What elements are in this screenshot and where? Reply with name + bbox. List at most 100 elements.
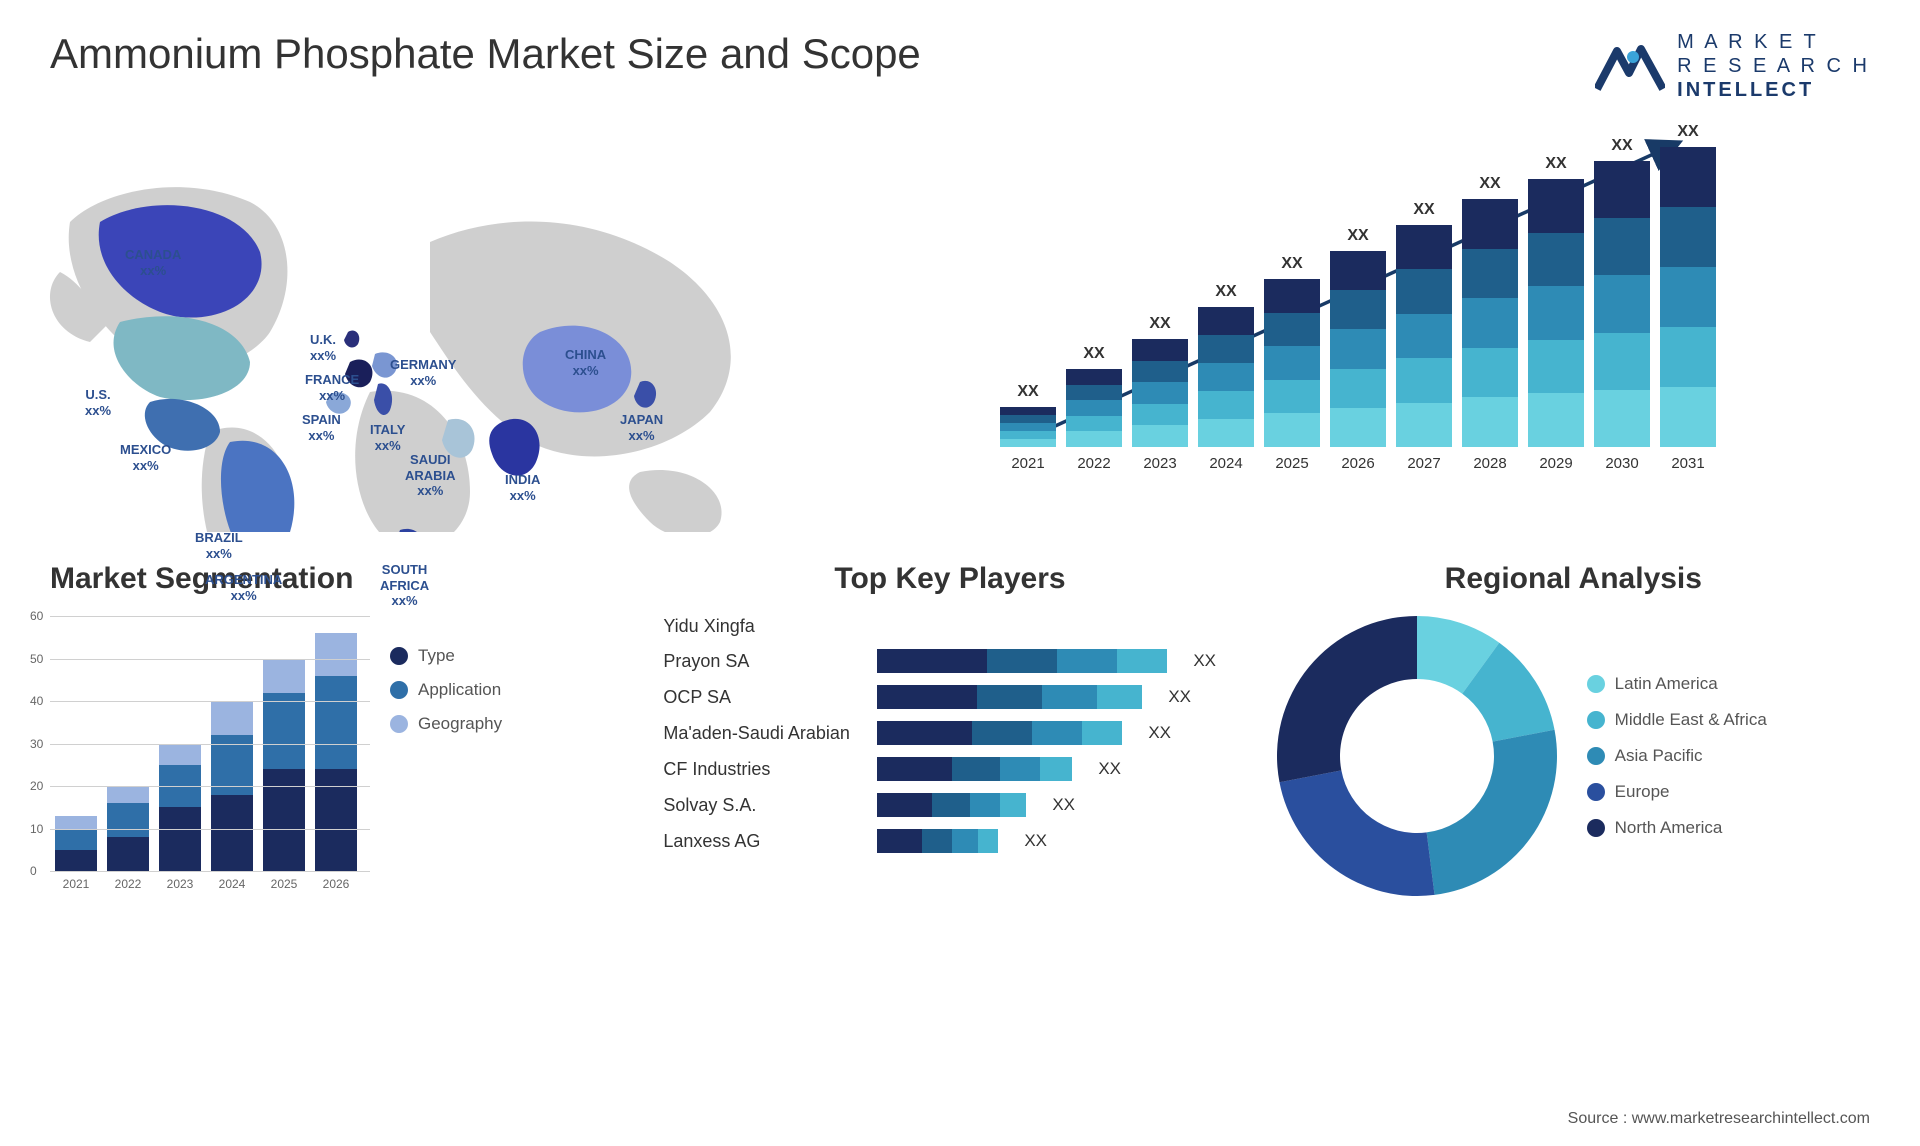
growth-bar: XX2025 <box>1264 255 1320 472</box>
legend-dot-icon <box>390 715 408 733</box>
legend-item: Geography <box>390 714 502 734</box>
legend-label: Middle East & Africa <box>1615 710 1767 730</box>
legend-dot-icon <box>390 681 408 699</box>
brand-logo: M A R K E T R E S E A R C H INTELLECT <box>1595 30 1870 102</box>
player-value: XX <box>1148 723 1171 743</box>
legend-item: Middle East & Africa <box>1587 710 1767 730</box>
player-row: Lanxess AG XX <box>663 829 1246 853</box>
player-row: OCP SA XX <box>663 685 1246 709</box>
legend-dot-icon <box>1587 675 1605 693</box>
key-players-panel: Top Key Players Yidu XingfaPrayon SAXXOC… <box>653 562 1246 916</box>
legend-dot-icon <box>1587 783 1605 801</box>
growth-bar: XX2022 <box>1066 345 1122 472</box>
growth-bar: XX2026 <box>1330 227 1386 472</box>
source-attribution: Source : www.marketresearchintellect.com <box>1568 1110 1870 1128</box>
growth-year-label: 2031 <box>1671 455 1704 472</box>
player-value: XX <box>1193 651 1216 671</box>
growth-bar-label: XX <box>1677 123 1698 141</box>
player-bar <box>877 829 998 853</box>
seg-year-label: 2021 <box>63 877 90 891</box>
growth-bar-label: XX <box>1281 255 1302 273</box>
growth-bar-label: XX <box>1413 201 1434 219</box>
growth-bar-label: XX <box>1611 137 1632 155</box>
legend-item: Asia Pacific <box>1587 746 1767 766</box>
logo-mark-icon <box>1595 39 1665 93</box>
player-bar <box>877 721 1122 745</box>
seg-bar: 2022 <box>107 786 149 891</box>
growth-bar: XX 2024 <box>1198 283 1254 472</box>
seg-year-label: 2026 <box>323 877 350 891</box>
growth-bar: XX 2027 <box>1396 201 1452 472</box>
player-value: XX <box>1098 759 1121 779</box>
legend-dot-icon <box>1587 819 1605 837</box>
donut-slice <box>1277 616 1417 782</box>
map-label: SOUTH AFRICA xx% <box>380 562 429 609</box>
map-label: SAUDI ARABIA xx% <box>405 452 456 499</box>
legend-label: Type <box>418 646 455 666</box>
player-name: Solvay S.A. <box>663 795 863 816</box>
legend-label: Geography <box>418 714 502 734</box>
seg-year-label: 2022 <box>115 877 142 891</box>
growth-year-label: 2024 <box>1209 455 1242 472</box>
logo-line2: R E S E A R C H <box>1677 54 1870 78</box>
page-title: Ammonium Phosphate Market Size and Scope <box>50 30 921 78</box>
seg-bar: 2025 <box>263 659 305 892</box>
seg-ytick: 30 <box>30 737 43 751</box>
map-label: U.S. xx% <box>85 387 111 418</box>
growth-bar: XX2028 <box>1462 175 1518 472</box>
growth-year-label: 2027 <box>1407 455 1440 472</box>
donut-slice <box>1426 730 1556 895</box>
growth-year-label: 2029 <box>1539 455 1572 472</box>
player-name: Ma'aden-Saudi Arabian <box>663 723 863 744</box>
map-label: JAPAN xx% <box>620 412 663 443</box>
growth-year-label: 2028 <box>1473 455 1506 472</box>
growth-bar: XX 2030 <box>1594 137 1650 472</box>
regional-legend: Latin America Middle East & Africa Asia Pa… <box>1587 674 1767 838</box>
seg-bar: 2026 <box>315 633 357 891</box>
growth-bar-label: XX <box>1215 283 1236 301</box>
logo-line3: INTELLECT <box>1677 78 1870 102</box>
seg-ytick: 0 <box>30 864 37 878</box>
seg-ytick: 10 <box>30 822 43 836</box>
growth-year-label: 2023 <box>1143 455 1176 472</box>
growth-bar: XX 2031 <box>1660 123 1716 472</box>
growth-bar: XX 2021 <box>1000 383 1056 472</box>
player-name: Prayon SA <box>663 651 863 672</box>
growth-year-label: 2030 <box>1605 455 1638 472</box>
legend-label: Europe <box>1615 782 1670 802</box>
seg-ytick: 60 <box>30 609 43 623</box>
map-label: ARGENTINA xx% <box>205 572 282 603</box>
player-name: Lanxess AG <box>663 831 863 852</box>
map-label: SPAIN xx% <box>302 412 341 443</box>
donut-slice <box>1279 770 1434 896</box>
growth-bar-label: XX <box>1347 227 1368 245</box>
segmentation-title: Market Segmentation <box>30 562 623 596</box>
segmentation-chart: 202120222023202420252026 0102030405060 <box>30 616 370 916</box>
seg-ytick: 40 <box>30 694 43 708</box>
legend-dot-icon <box>390 647 408 665</box>
legend-label: North America <box>1615 818 1723 838</box>
segmentation-legend: Type Application Geography <box>390 616 502 916</box>
player-bar <box>877 793 1026 817</box>
player-row: CF Industries XX <box>663 757 1246 781</box>
player-name: OCP SA <box>663 687 863 708</box>
player-row: Ma'aden-Saudi Arabian XX <box>663 721 1246 745</box>
map-label: GERMANY xx% <box>390 357 456 388</box>
segmentation-panel: Market Segmentation 2021 2022 2023 2024 2025… <box>30 562 623 916</box>
map-label: ITALY xx% <box>370 422 405 453</box>
legend-dot-icon <box>1587 747 1605 765</box>
seg-year-label: 2024 <box>219 877 246 891</box>
legend-item: Application <box>390 680 502 700</box>
growth-year-label: 2021 <box>1011 455 1044 472</box>
growth-bar-label: XX <box>1545 155 1566 173</box>
regional-title: Regional Analysis <box>1277 562 1870 596</box>
seg-year-label: 2023 <box>167 877 194 891</box>
growth-bar-label: XX <box>1017 383 1038 401</box>
player-value: XX <box>1024 831 1047 851</box>
growth-bar-label: XX <box>1083 345 1104 363</box>
legend-item: Latin America <box>1587 674 1767 694</box>
logo-line1: M A R K E T <box>1677 30 1870 54</box>
player-row: Solvay S.A.XX <box>663 793 1246 817</box>
player-name: CF Industries <box>663 759 863 780</box>
player-value: XX <box>1168 687 1191 707</box>
